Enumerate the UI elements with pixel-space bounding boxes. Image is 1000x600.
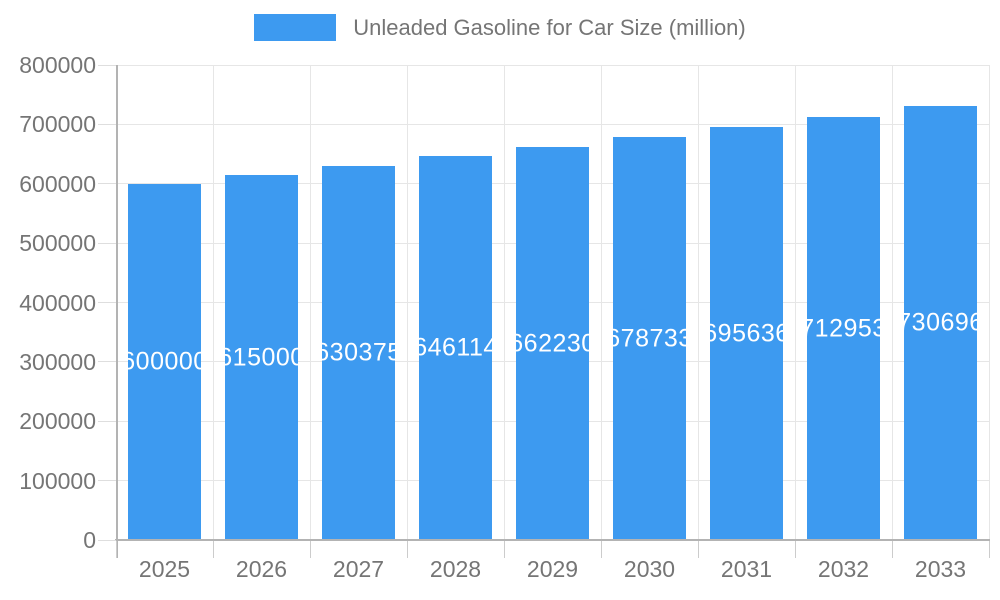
bar-2033[interactable]: 730696 bbox=[904, 106, 977, 540]
x-axis-tick bbox=[891, 541, 893, 558]
x-axis-tick-label: 2032 bbox=[817, 556, 870, 582]
bar-2029[interactable]: 662230 bbox=[516, 147, 589, 540]
y-axis-tick-label: 600000 bbox=[19, 170, 96, 197]
y-axis-tick-label: 300000 bbox=[19, 348, 96, 375]
bar-value-label: 662230 bbox=[516, 329, 589, 357]
x-axis-tick-label: 2025 bbox=[138, 556, 191, 582]
y-axis-tick-label: 700000 bbox=[19, 111, 96, 138]
bar-value-label: 730696 bbox=[904, 308, 977, 337]
gridline-vertical bbox=[988, 65, 990, 540]
bar-2028[interactable]: 646114 bbox=[419, 156, 492, 540]
y-axis-tick-label: 200000 bbox=[19, 408, 96, 435]
legend-swatch bbox=[254, 14, 337, 41]
gridline-horizontal bbox=[116, 64, 989, 66]
bar-2030[interactable]: 678733 bbox=[613, 137, 686, 540]
x-axis-tick-label: 2028 bbox=[429, 556, 482, 582]
bar-2027[interactable]: 630375 bbox=[322, 166, 395, 540]
y-axis-tick bbox=[98, 539, 116, 541]
x-axis-tick bbox=[309, 541, 311, 558]
x-axis-tick-label: 2027 bbox=[332, 556, 385, 582]
y-axis-tick-label: 800000 bbox=[19, 52, 96, 78]
x-axis-tick-label: 2031 bbox=[720, 556, 773, 582]
x-axis-tick bbox=[503, 541, 505, 558]
y-axis-tick-label: 0 bbox=[83, 527, 96, 553]
bar-2032[interactable]: 712953 bbox=[807, 117, 880, 540]
gridline-vertical bbox=[697, 65, 699, 540]
gridline-horizontal bbox=[116, 123, 989, 125]
y-axis-tick bbox=[98, 242, 116, 244]
gridline-vertical bbox=[794, 65, 796, 540]
x-axis-tick-label: 2030 bbox=[623, 556, 676, 582]
x-axis-tick bbox=[988, 541, 990, 558]
x-axis-tick-label: 2033 bbox=[914, 556, 967, 582]
gridline-vertical bbox=[212, 65, 214, 540]
bar-2031[interactable]: 695636 bbox=[710, 127, 783, 540]
y-axis-tick-label: 100000 bbox=[19, 467, 96, 494]
bar-2025[interactable]: 600000 bbox=[128, 184, 201, 540]
bar-value-label: 695636 bbox=[710, 319, 783, 347]
bar-value-label: 600000 bbox=[128, 347, 201, 376]
bar-2026[interactable]: 615000 bbox=[225, 175, 298, 540]
y-axis-tick bbox=[98, 480, 116, 482]
bar-value-label: 646114 bbox=[419, 333, 492, 362]
x-axis-tick bbox=[697, 541, 699, 558]
x-axis-tick-label: 2029 bbox=[526, 556, 579, 582]
y-axis-tick bbox=[98, 64, 116, 66]
y-axis-tick bbox=[98, 302, 116, 303]
plot-area: 600000 615000 630375 646114 662230 678733 6956… bbox=[116, 64, 990, 540]
x-axis-line bbox=[115, 539, 990, 541]
bar-value-label: 630375 bbox=[322, 338, 395, 367]
y-axis-tick-label: 500000 bbox=[19, 230, 96, 257]
gridline-vertical bbox=[503, 65, 505, 540]
y-axis-tick bbox=[98, 183, 116, 185]
y-axis-tick bbox=[98, 361, 116, 363]
gridline-vertical bbox=[309, 65, 311, 540]
bar-value-label: 615000 bbox=[225, 343, 298, 371]
y-axis-tick-label: 400000 bbox=[19, 289, 96, 316]
x-axis-tick bbox=[212, 541, 214, 558]
x-axis-tick bbox=[600, 541, 602, 558]
x-axis-tick bbox=[115, 541, 117, 558]
x-axis-tick bbox=[794, 541, 796, 558]
x-axis-tick bbox=[406, 541, 408, 558]
y-axis-tick bbox=[98, 420, 116, 422]
gridline-vertical bbox=[891, 65, 893, 540]
bar-value-label: 712953 bbox=[807, 314, 880, 342]
y-axis-tick bbox=[98, 123, 116, 125]
x-axis-tick-label: 2026 bbox=[235, 556, 288, 582]
gridline-vertical bbox=[600, 65, 602, 540]
legend-label: Unleaded Gasoline for Car Size (million) bbox=[353, 14, 746, 40]
gridline-vertical bbox=[406, 65, 408, 540]
bar-value-label: 678733 bbox=[613, 324, 686, 352]
chart-legend: Unleaded Gasoline for Car Size (million) bbox=[0, 14, 1000, 41]
y-axis-line bbox=[116, 65, 118, 558]
